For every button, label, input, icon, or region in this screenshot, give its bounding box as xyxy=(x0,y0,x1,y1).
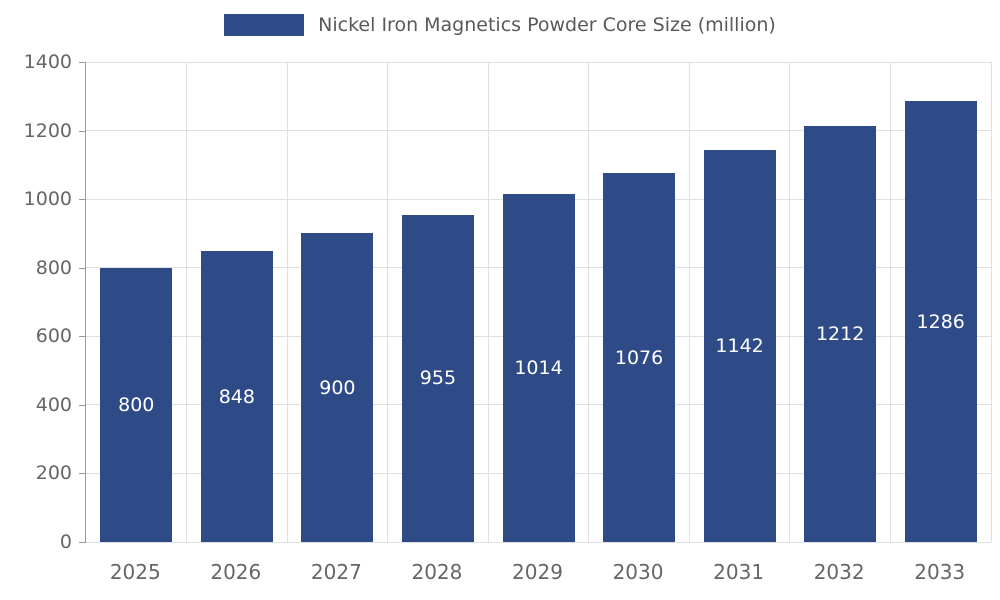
y-tick-label: 200 xyxy=(35,462,72,485)
gridline-vertical xyxy=(487,62,489,542)
y-tick-mark xyxy=(79,62,85,63)
bar-value-label: 1286 xyxy=(916,310,965,333)
x-tick-label: 2026 xyxy=(210,560,262,584)
gridline-vertical xyxy=(186,62,188,542)
gridline-vertical xyxy=(387,62,389,542)
y-tick-mark xyxy=(79,267,85,269)
bar: 800 xyxy=(100,267,173,542)
y-tick-label: 800 xyxy=(35,256,72,279)
bar: 955 xyxy=(401,214,474,542)
legend-swatch xyxy=(224,14,305,36)
bar-value-label: 955 xyxy=(419,367,457,390)
gridline-horizontal xyxy=(86,541,991,543)
gridline-vertical xyxy=(789,62,791,542)
bar-value-label: 900 xyxy=(319,376,356,399)
x-tick-label: 2028 xyxy=(411,560,463,584)
y-tick-mark xyxy=(79,404,85,406)
x-tick-label: 2030 xyxy=(612,560,664,584)
x-tick-label: 2032 xyxy=(813,560,865,584)
chart-legend: Nickel Iron Magnetics Powder Core Size (… xyxy=(0,14,1000,36)
bar: 1142 xyxy=(703,150,776,542)
x-tick-label: 2027 xyxy=(310,560,362,584)
bar-value-label: 848 xyxy=(218,385,255,408)
y-tick-label: 0 xyxy=(59,531,72,553)
gridline-horizontal xyxy=(86,61,991,63)
gridline-vertical xyxy=(286,62,288,542)
y-tick-mark xyxy=(79,542,85,543)
bar: 1014 xyxy=(502,194,575,542)
y-tick-mark xyxy=(79,473,85,475)
bar: 1212 xyxy=(804,126,877,542)
gridline-vertical xyxy=(889,62,891,542)
y-tick-label: 1400 xyxy=(23,51,72,73)
x-tick-label: 2033 xyxy=(914,560,966,584)
gridline-vertical xyxy=(990,62,992,542)
y-tick-mark xyxy=(79,199,85,201)
bar: 900 xyxy=(301,233,374,542)
x-tick-label: 2025 xyxy=(109,560,161,584)
bar: 1076 xyxy=(603,173,676,542)
plot-area: 800 848 900 955 1014 1076 1142 1212 1286 xyxy=(85,61,992,543)
y-tick-label: 600 xyxy=(35,325,72,348)
y-tick-label: 1000 xyxy=(23,188,72,211)
bar: 1286 xyxy=(904,101,977,542)
y-tick-mark xyxy=(79,130,85,132)
gridline-vertical xyxy=(588,62,590,542)
y-tick-label: 400 xyxy=(35,393,72,416)
bar-value-label: 1142 xyxy=(715,335,764,358)
y-tick-mark xyxy=(79,336,85,338)
x-tick-label: 2031 xyxy=(713,560,765,584)
bar-value-label: 1014 xyxy=(514,357,563,380)
bar: 848 xyxy=(200,251,273,542)
bar-value-label: 1212 xyxy=(815,323,865,346)
legend-label: Nickel Iron Magnetics Powder Core Size (… xyxy=(318,14,776,36)
gridline-horizontal xyxy=(86,130,991,132)
bar-value-label: 1076 xyxy=(614,346,664,369)
x-tick-label: 2029 xyxy=(512,560,563,584)
gridline-vertical xyxy=(688,62,690,542)
y-tick-label: 1200 xyxy=(23,119,72,142)
bar-value-label: 800 xyxy=(118,393,155,416)
